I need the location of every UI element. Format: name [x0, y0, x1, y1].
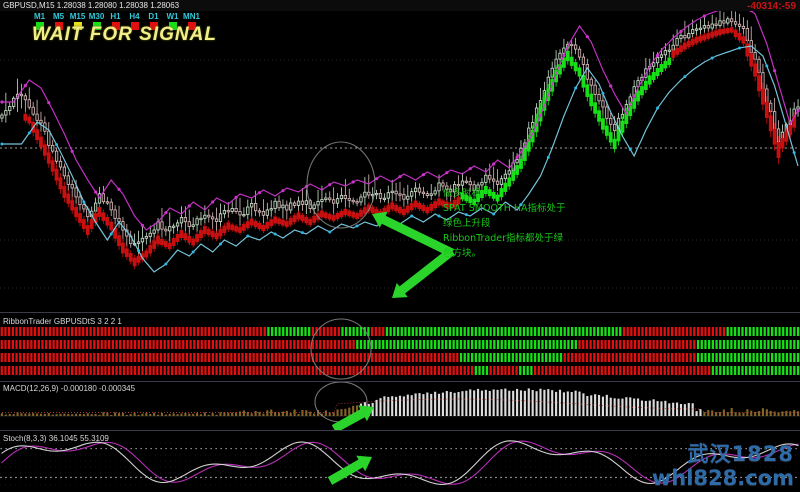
status-led-yellow-icon	[73, 22, 82, 30]
timeframe-label: H1	[110, 12, 121, 21]
panel-divider-ribbon	[0, 312, 800, 313]
ribbon-row-2	[0, 353, 800, 362]
status-led-green-icon	[92, 22, 101, 30]
annotation-line-4: 色方块。	[443, 248, 482, 259]
timeframe-cell-m15[interactable]: M15	[68, 12, 87, 30]
watermark: 武汉1828 whl828.com	[652, 442, 794, 490]
annotation-line-1: SPAT SMOOTH HA指标处于	[443, 203, 566, 214]
timeframe-cell-h1[interactable]: H1	[106, 12, 125, 30]
macd-label: MACD(12,26,9) -0.000180 -0.000345	[3, 384, 136, 393]
timeframe-cell-w1[interactable]: W1	[163, 12, 182, 30]
timeframe-label: MN1	[183, 12, 200, 21]
panel-divider-stoch	[0, 430, 800, 431]
ribbon-row-0	[0, 327, 800, 336]
timeframe-label: M30	[88, 12, 105, 21]
watermark-line-2: whl828.com	[651, 466, 794, 490]
status-led-red-icon	[187, 22, 196, 30]
macd-panel[interactable]	[0, 382, 800, 430]
panel-divider-macd	[0, 381, 800, 382]
timeframe-label: M1	[33, 12, 46, 21]
timeframe-label: W1	[166, 12, 179, 21]
account-value-label: -40314:-59	[747, 1, 796, 12]
timeframe-cell-m5[interactable]: M5	[49, 12, 68, 30]
annotation-line-2: 绿色上升段	[443, 218, 491, 229]
signal-status-text: WAIT FOR SIGNAL	[32, 24, 217, 45]
timeframe-cell-d1[interactable]: D1	[144, 12, 163, 30]
stochastic-label: Stoch(8,3,3) 36.1045 55.3109	[3, 434, 109, 443]
ribbontrader-panel[interactable]	[0, 313, 800, 381]
annotation-line-0: 做多时机	[443, 188, 482, 199]
timeframe-label: D1	[148, 12, 159, 21]
watermark-line-1: 武汉1828	[687, 442, 794, 466]
status-led-red-icon	[111, 22, 120, 30]
timeframe-label: M5	[52, 12, 65, 21]
status-led-green-icon	[168, 22, 177, 30]
timeframe-cell-h4[interactable]: H4	[125, 12, 144, 30]
stochastic-panel[interactable]	[0, 431, 800, 492]
macd-canvas	[0, 382, 800, 430]
status-led-red-icon	[149, 22, 158, 30]
annotation-line-3: RibbonTrader指标都处于绿	[443, 233, 564, 244]
timeframe-label: M15	[69, 12, 86, 21]
timeframe-cell-mn1[interactable]: MN1	[182, 12, 201, 30]
status-led-red-icon	[130, 22, 139, 30]
timeframe-label: H4	[129, 12, 140, 21]
ribbontrader-canvas	[0, 318, 800, 380]
timeframe-cell-m1[interactable]: M1	[30, 12, 49, 30]
timeframe-row: M1 M5 M15 M30 H1 H4 D1 W1 MN1	[30, 12, 201, 30]
price-chart-panel[interactable]	[0, 0, 800, 312]
annotation-text-block: 做多时机 SPAT SMOOTH HA指标处于 绿色上升段 RibbonTrader指…	[443, 186, 566, 261]
ribbontrader-label: RibbonTrader GBPUSDtS 3 2 2 1	[3, 317, 122, 326]
symbol-bar: GBPUSD,M15 1.28038 1.28080 1.28038 1.280…	[0, 0, 800, 12]
ribbon-row-3	[0, 366, 800, 375]
symbol-quote-text: GBPUSD,M15 1.28038 1.28080 1.28038 1.280…	[3, 1, 180, 10]
timeframe-dashboard[interactable]: M1 M5 M15 M30 H1 H4 D1 W1 MN1	[30, 12, 201, 30]
stochastic-canvas	[0, 440, 800, 486]
ribbon-row-1	[0, 340, 800, 349]
timeframe-cell-m30[interactable]: M30	[87, 12, 106, 30]
status-led-red-icon	[54, 22, 63, 30]
status-led-green-icon	[35, 22, 44, 30]
price-chart-canvas	[0, 3, 800, 298]
